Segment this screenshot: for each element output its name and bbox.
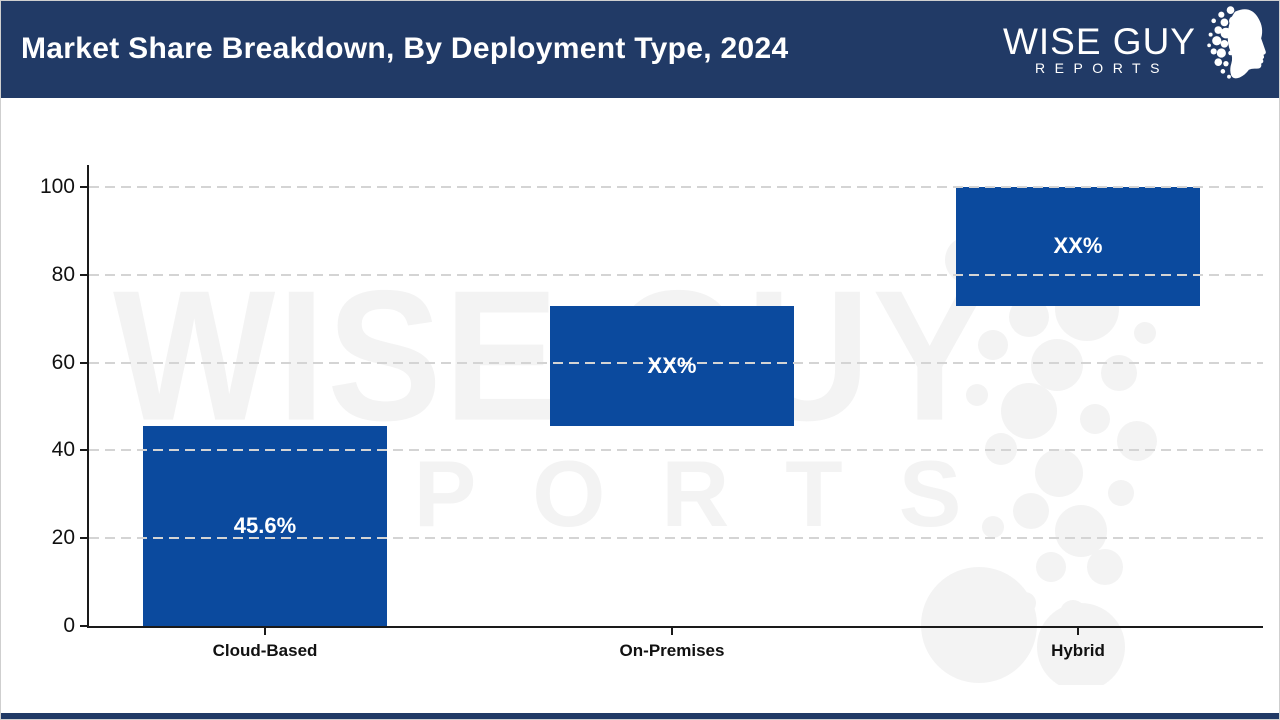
y-tick-label-0: 0 bbox=[63, 614, 75, 637]
y-axis-spine bbox=[87, 165, 89, 628]
y-tick-60 bbox=[80, 361, 87, 364]
category-label-cloud-based: Cloud-Based bbox=[212, 641, 318, 660]
footer-bar bbox=[1, 713, 1279, 719]
gridline-80 bbox=[89, 273, 1263, 276]
y-tick-20 bbox=[80, 537, 87, 540]
x-tick-2 bbox=[1077, 628, 1079, 635]
gridline-60 bbox=[89, 361, 1263, 364]
category-label-on-premises: On-Premises bbox=[619, 641, 725, 660]
x-tick-0 bbox=[264, 628, 266, 635]
y-tick-40 bbox=[80, 449, 87, 452]
header-bar: Market Share Breakdown, By Deployment Ty… bbox=[1, 1, 1279, 98]
y-tick-label-80: 80 bbox=[51, 262, 75, 286]
gridline-100 bbox=[89, 186, 1263, 188]
y-tick-label-60: 60 bbox=[51, 350, 75, 374]
brand-logo: WISE GUY REPORTS bbox=[1003, 4, 1268, 92]
y-tick-0 bbox=[80, 625, 87, 627]
x-tick-1 bbox=[671, 628, 673, 635]
bar-value-label: 45.6% bbox=[233, 512, 297, 538]
brand-name: WISE GUY bbox=[1002, 20, 1196, 62]
bar-value-label: XX% bbox=[647, 352, 697, 378]
gridline-40 bbox=[89, 449, 1263, 452]
bar-cloud-based bbox=[143, 425, 387, 626]
bar-value-label: XX% bbox=[1053, 233, 1103, 259]
y-tick-label-20: 20 bbox=[51, 526, 75, 550]
brand-wordmark: WISE GUY REPORTS bbox=[1003, 21, 1196, 76]
brand-head-icon bbox=[1207, 6, 1266, 79]
category-label-hybrid: Hybrid bbox=[1051, 641, 1105, 660]
gridline-20 bbox=[89, 537, 1263, 540]
y-tick-80 bbox=[80, 273, 87, 276]
bar-on-premises bbox=[550, 305, 794, 426]
chart-title: Market Share Breakdown, By Deployment Ty… bbox=[21, 32, 789, 65]
brand-subname: REPORTS bbox=[1035, 59, 1169, 76]
y-tick-label-40: 40 bbox=[51, 438, 75, 462]
y-tick-100 bbox=[80, 186, 87, 188]
x-axis-spine bbox=[87, 626, 1263, 628]
y-tick-label-100: 100 bbox=[39, 175, 75, 198]
